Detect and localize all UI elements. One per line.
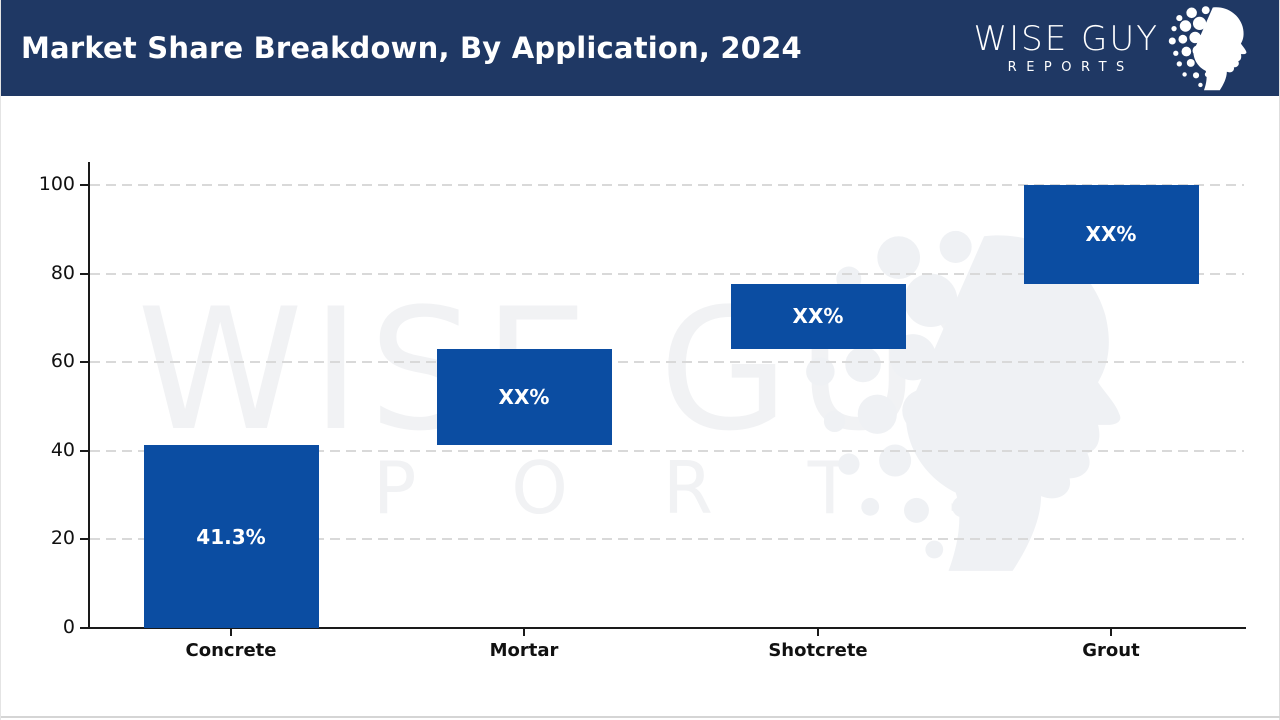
page-title: Market Share Breakdown, By Application, … [21,31,802,65]
x-axis-label: Concrete [185,640,277,661]
logo-text: WISE GUY REPORTS [973,22,1159,74]
logo-subtitle: REPORTS [1007,60,1134,75]
logo-wordmark: WISE GUY [973,19,1159,59]
bar-shotcrete: XX% [730,283,906,349]
wise-guy-head-icon [1163,4,1259,92]
y-axis-tick-label: 80 [50,261,75,284]
y-tick-mark [80,449,88,452]
y-tick-mark [80,272,88,275]
bar-grout: XX% [1023,185,1199,284]
x-axis-line [88,627,1246,629]
wise-guy-logo: WISE GUY REPORTS [973,4,1259,92]
bar-value-label: XX% [792,304,844,329]
header-bar: Market Share Breakdown, By Application, … [1,0,1279,96]
bar-value-label: XX% [1085,222,1137,247]
y-axis-tick-label: 0 [62,616,75,638]
y-axis-line [88,162,90,629]
x-tick-mark [1110,629,1112,636]
gridline-100 [90,184,1244,186]
y-tick-mark [80,184,88,186]
bar-mortar: XX% [436,348,612,446]
x-axis-label: Grout [1082,640,1140,661]
gridline-20 [90,538,1244,541]
y-tick-mark [80,627,88,629]
x-axis-label: Mortar [489,640,559,661]
bar-concrete: 41.3% [143,445,319,628]
bar-value-label: XX% [498,384,550,409]
x-axis-label: Shotcrete [768,640,868,661]
y-axis-tick-label: 40 [50,438,75,461]
y-axis-tick-label: 60 [50,350,75,373]
y-axis-tick-label: 100 [38,173,75,195]
y-tick-mark [80,538,88,541]
gridline-40 [90,449,1244,452]
x-tick-mark [230,629,232,636]
gridline-80 [90,272,1244,275]
bar-value-label: 41.3% [196,524,266,549]
x-tick-mark [523,629,525,636]
y-tick-mark [80,361,88,364]
x-tick-mark [817,629,819,636]
y-axis-tick-label: 20 [50,527,75,550]
footer-divider [1,716,1280,718]
gridline-60 [90,361,1244,364]
